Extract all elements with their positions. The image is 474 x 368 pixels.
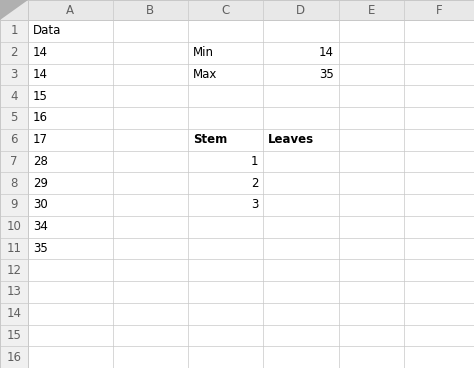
Bar	[0, 216, 28, 237]
Text: 13: 13	[7, 285, 21, 298]
Text: Max: Max	[193, 68, 218, 81]
Polygon shape	[0, 0, 28, 20]
Text: 16: 16	[7, 351, 21, 364]
Text: 3: 3	[10, 68, 18, 81]
Text: 9: 9	[10, 198, 18, 211]
Text: 3: 3	[251, 198, 258, 211]
Text: 1: 1	[10, 24, 18, 38]
Bar	[0, 325, 28, 346]
Bar	[0, 172, 28, 194]
Text: 2: 2	[251, 177, 258, 190]
Text: Data: Data	[33, 24, 61, 38]
Bar	[0, 129, 28, 151]
Text: Min: Min	[193, 46, 214, 59]
Text: D: D	[296, 4, 305, 17]
Text: 35: 35	[33, 242, 48, 255]
Text: 8: 8	[10, 177, 18, 190]
Bar	[0, 0, 474, 20]
Bar	[0, 237, 28, 259]
Text: 5: 5	[10, 112, 18, 124]
Bar	[0, 303, 28, 325]
Text: 14: 14	[7, 307, 21, 320]
Text: 1: 1	[251, 155, 258, 168]
Bar	[0, 281, 28, 303]
Text: 34: 34	[33, 220, 48, 233]
Text: 2: 2	[10, 46, 18, 59]
Bar	[0, 107, 28, 129]
Text: 15: 15	[7, 329, 21, 342]
Text: Stem: Stem	[193, 133, 227, 146]
Bar	[0, 20, 28, 42]
Text: 14: 14	[33, 68, 48, 81]
Text: 15: 15	[33, 90, 48, 103]
Text: 7: 7	[10, 155, 18, 168]
Bar	[0, 64, 28, 85]
Text: 28: 28	[33, 155, 48, 168]
Text: 17: 17	[33, 133, 48, 146]
Text: 29: 29	[33, 177, 48, 190]
Text: 4: 4	[10, 90, 18, 103]
Text: B: B	[146, 4, 155, 17]
Text: Leaves: Leaves	[268, 133, 314, 146]
Text: 16: 16	[33, 112, 48, 124]
Bar	[0, 259, 28, 281]
Text: 6: 6	[10, 133, 18, 146]
Text: E: E	[368, 4, 375, 17]
Text: 14: 14	[319, 46, 334, 59]
Text: 11: 11	[7, 242, 21, 255]
Text: 35: 35	[319, 68, 334, 81]
Text: 30: 30	[33, 198, 48, 211]
Text: C: C	[221, 4, 230, 17]
Text: 14: 14	[33, 46, 48, 59]
Bar	[0, 151, 28, 172]
Text: 12: 12	[7, 263, 21, 277]
Bar	[0, 85, 28, 107]
Text: 10: 10	[7, 220, 21, 233]
Text: A: A	[66, 4, 74, 17]
Bar	[0, 346, 28, 368]
Text: F: F	[436, 4, 443, 17]
Bar	[0, 42, 28, 64]
Bar	[0, 194, 28, 216]
